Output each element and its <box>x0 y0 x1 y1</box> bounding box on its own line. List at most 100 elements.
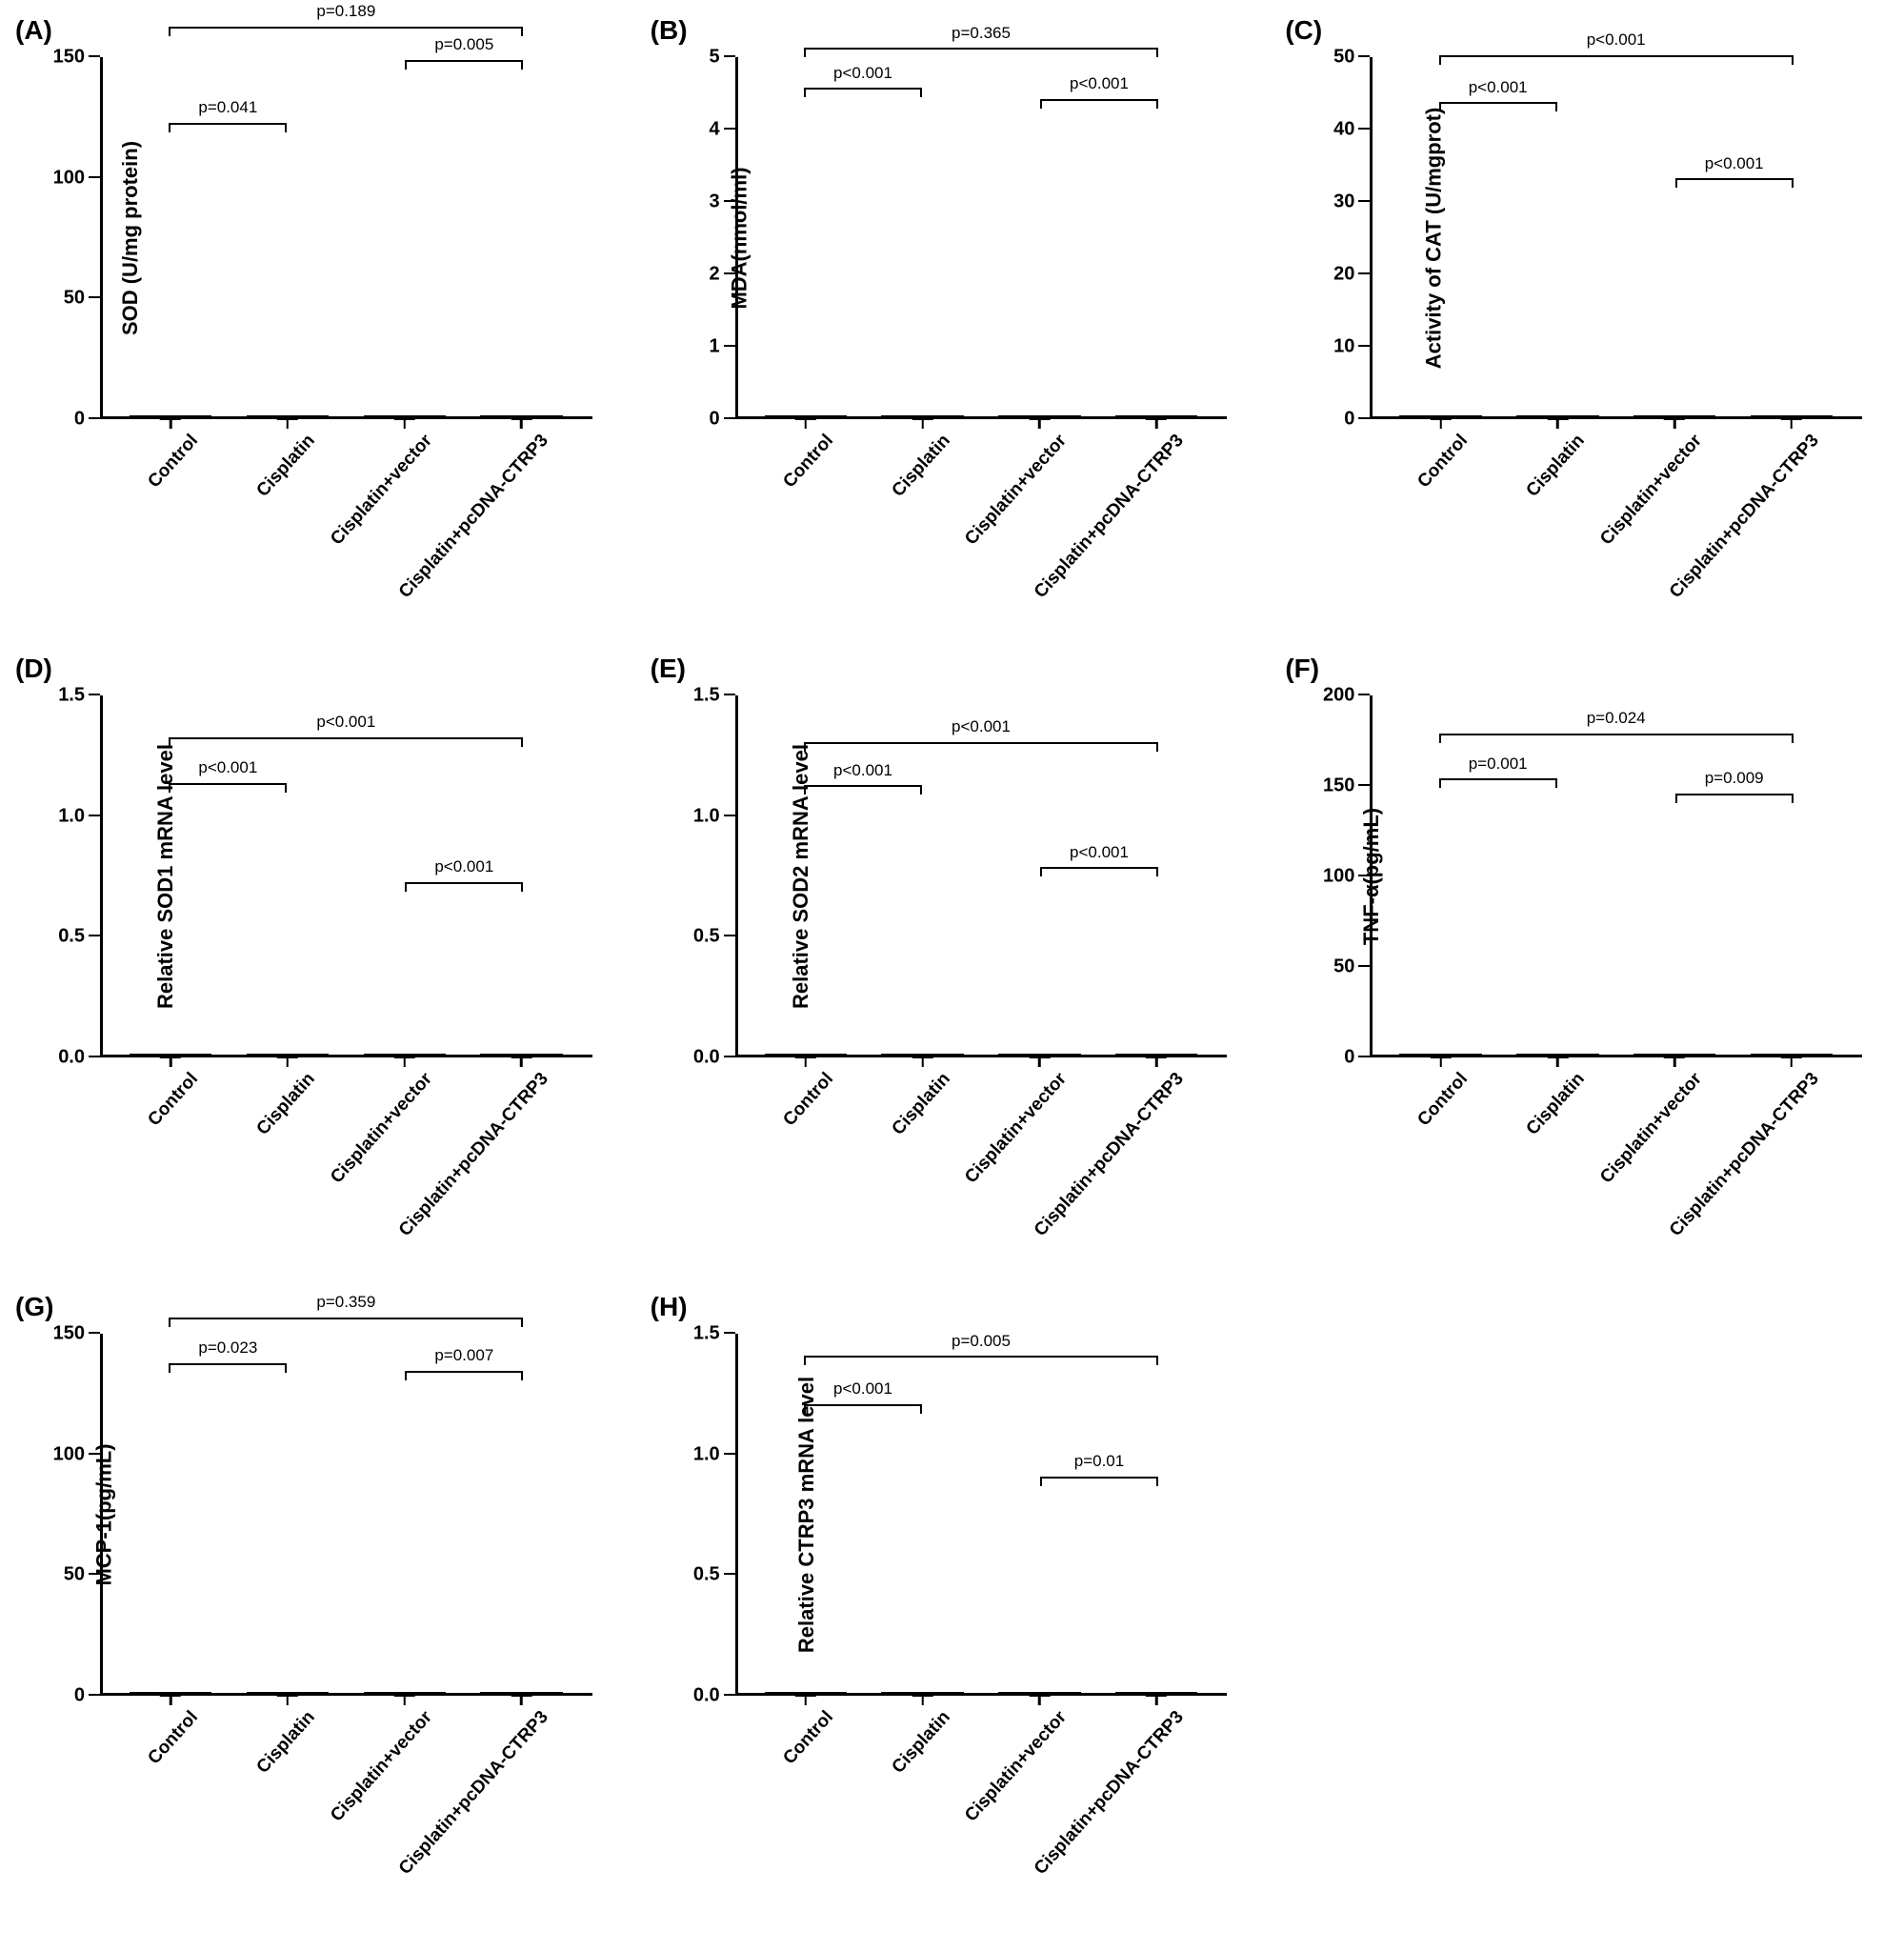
y-tick <box>724 200 735 202</box>
significance-bracket <box>169 123 287 125</box>
x-tick <box>805 1057 808 1067</box>
chart-area: MCP-1(pg/mL)050100150ControlCisplatinCis… <box>100 1334 592 1696</box>
x-tick <box>1155 419 1158 429</box>
bars-container <box>735 1334 1228 1696</box>
x-label-text: Control <box>779 1707 838 1769</box>
x-tick <box>1556 1057 1559 1067</box>
y-tick <box>1358 1056 1370 1057</box>
y-tick <box>724 694 735 695</box>
panel-label: (E) <box>651 654 686 684</box>
y-tick-label: 4 <box>710 119 720 141</box>
significance-text: p=0.041 <box>198 98 257 117</box>
x-label-text: Cisplatin+vector <box>961 431 1072 550</box>
bars-container <box>735 57 1228 419</box>
y-tick <box>1358 200 1370 202</box>
significance-text: p<0.001 <box>316 713 375 732</box>
x-tick <box>1038 1696 1041 1705</box>
y-tick-label: 1.5 <box>693 1323 720 1345</box>
x-tick <box>170 1057 172 1067</box>
y-tick <box>89 694 100 695</box>
y-tick-label: 30 <box>1333 191 1354 213</box>
bars-container <box>100 695 592 1057</box>
x-label-text: Control <box>1414 431 1473 493</box>
y-tick-label: 3 <box>710 191 720 213</box>
significance-text: p=0.005 <box>952 1332 1011 1351</box>
panel-C: (C)Activity of CAT (U/mgprot)01020304050… <box>1289 19 1886 629</box>
significance-text: p<0.001 <box>1070 843 1129 862</box>
y-tick <box>724 1056 735 1057</box>
y-tick-label: 1.0 <box>693 805 720 827</box>
y-tick-label: 0.0 <box>58 1047 85 1069</box>
bars-container <box>735 695 1228 1057</box>
y-tick <box>89 935 100 936</box>
bars-container <box>100 57 592 419</box>
y-tick-label: 20 <box>1333 264 1354 286</box>
x-tick <box>1674 419 1676 429</box>
y-tick-label: 50 <box>1333 956 1354 978</box>
significance-bracket <box>1439 778 1557 780</box>
y-tick-label: 100 <box>1323 866 1354 888</box>
significance-bracket <box>1439 734 1794 735</box>
significance-bracket <box>405 882 523 884</box>
x-tick <box>403 1057 406 1067</box>
y-tick-label: 200 <box>1323 685 1354 707</box>
significance-text: p<0.001 <box>1469 78 1528 97</box>
significance-bracket <box>1040 99 1158 101</box>
significance-text: p=0.001 <box>1469 755 1528 774</box>
chart-area: Relative SOD1 mRNA level0.00.51.01.5Cont… <box>100 695 592 1057</box>
x-tick <box>287 1696 290 1705</box>
panel-H: (H)Relative CTRP3 mRNA level0.00.51.01.5… <box>654 1296 1252 1905</box>
x-label-text: Cisplatin+vector <box>961 1707 1072 1826</box>
y-tick-label: 0.5 <box>693 1564 720 1586</box>
significance-bracket <box>1040 867 1158 869</box>
significance-bracket <box>804 1356 1158 1358</box>
significance-text: p<0.001 <box>833 64 892 83</box>
y-tick <box>89 1694 100 1696</box>
y-tick <box>1358 417 1370 419</box>
y-tick-label: 0 <box>74 1685 85 1707</box>
y-tick-label: 150 <box>53 47 85 69</box>
x-label-text: Cisplatin <box>1523 1069 1590 1139</box>
y-tick-label: 1.5 <box>693 685 720 707</box>
y-tick <box>89 417 100 419</box>
panel-label: (G) <box>15 1292 53 1322</box>
x-label-text: Cisplatin+vector <box>1596 431 1707 550</box>
x-tick <box>1674 1057 1676 1067</box>
y-tick <box>724 345 735 347</box>
x-label-text: Cisplatin <box>888 431 954 501</box>
x-tick <box>921 419 924 429</box>
y-tick-label: 5 <box>710 47 720 69</box>
y-tick <box>724 55 735 57</box>
significance-bracket <box>169 737 523 739</box>
y-tick <box>1358 965 1370 967</box>
x-label-text: Cisplatin+vector <box>327 431 437 550</box>
x-label-text: Control <box>144 1069 203 1131</box>
x-label-text: Cisplatin <box>1523 431 1590 501</box>
x-tick <box>287 419 290 429</box>
significance-text: p<0.001 <box>1587 30 1646 50</box>
x-tick <box>1439 419 1442 429</box>
y-tick <box>89 1332 100 1334</box>
y-tick <box>724 128 735 130</box>
y-tick <box>724 417 735 419</box>
y-tick-label: 0 <box>710 409 720 431</box>
x-tick <box>1439 1057 1442 1067</box>
chart-area: SOD (U/mg protein)050100150ControlCispla… <box>100 57 592 419</box>
y-tick <box>724 935 735 936</box>
y-tick <box>724 815 735 816</box>
y-tick-label: 0 <box>1344 409 1354 431</box>
significance-text: p=0.005 <box>434 35 493 54</box>
chart-area: Relative CTRP3 mRNA level0.00.51.01.5Con… <box>735 1334 1228 1696</box>
significance-bracket <box>1040 1477 1158 1479</box>
significance-bracket <box>405 60 523 62</box>
x-tick <box>1791 419 1794 429</box>
x-label-text: Control <box>1414 1069 1473 1131</box>
y-tick-label: 100 <box>53 1443 85 1465</box>
y-tick <box>1358 272 1370 274</box>
x-tick <box>1038 1057 1041 1067</box>
significance-text: p=0.01 <box>1074 1452 1124 1471</box>
significance-text: p=0.189 <box>316 2 375 21</box>
x-label-text: Cisplatin <box>253 1707 320 1778</box>
x-label-text: Cisplatin+vector <box>327 1707 437 1826</box>
x-label-text: Cisplatin <box>253 431 320 501</box>
